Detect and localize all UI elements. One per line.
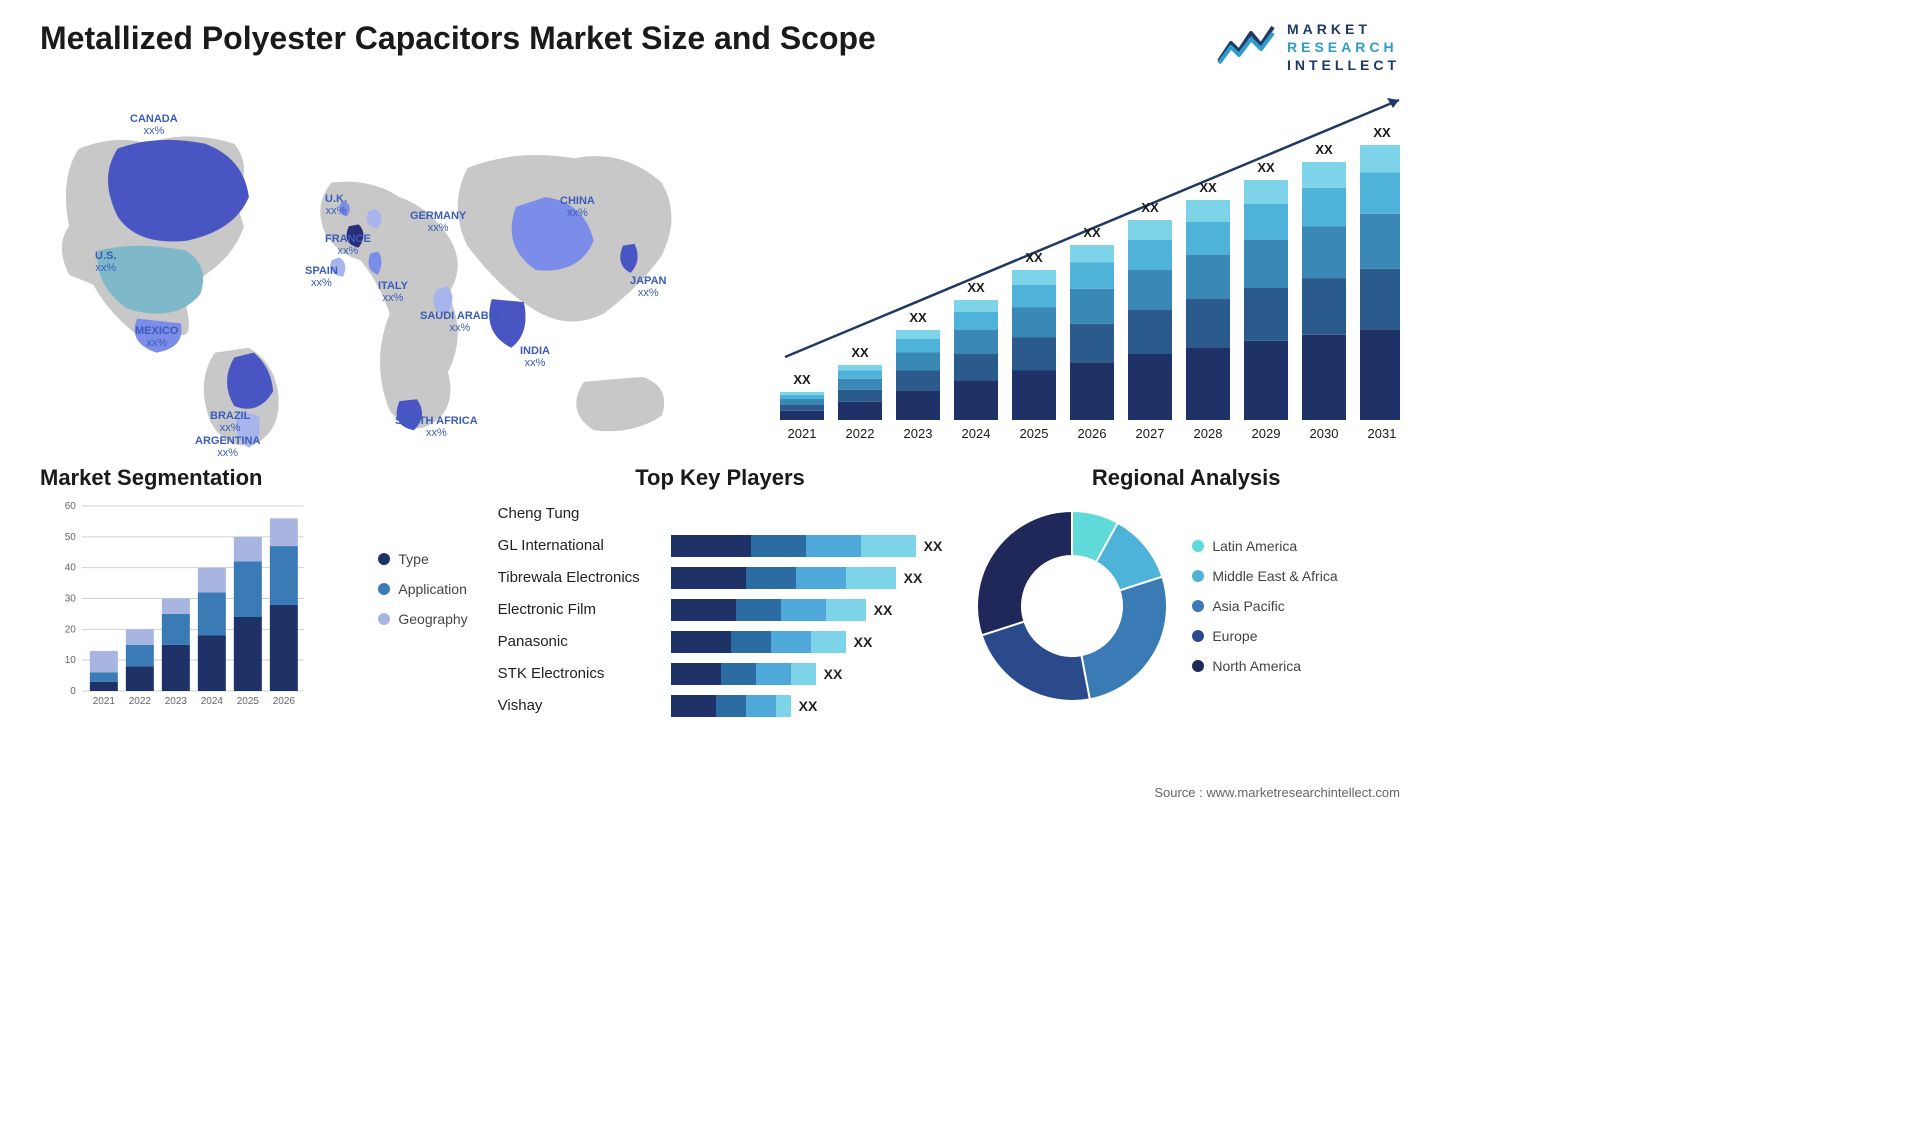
svg-text:2022: 2022 bbox=[129, 696, 152, 707]
svg-text:2023: 2023 bbox=[165, 696, 188, 707]
logo-text-3: INTELLECT bbox=[1287, 56, 1400, 74]
growth-bar-label-2028: XX bbox=[1199, 180, 1216, 195]
map-label-japan: JAPANxx% bbox=[630, 275, 666, 299]
svg-text:20: 20 bbox=[65, 624, 77, 635]
svg-text:10: 10 bbox=[65, 655, 77, 666]
player-value: XX bbox=[799, 698, 818, 714]
svg-text:2025: 2025 bbox=[237, 696, 260, 707]
growth-year-2023: 2023 bbox=[904, 426, 933, 441]
source-attribution: Source : www.marketresearchintellect.com bbox=[1154, 785, 1400, 800]
player-name: Vishay bbox=[498, 697, 663, 714]
logo-text-1: MARKET bbox=[1287, 20, 1400, 38]
player-name: GL International bbox=[498, 537, 663, 554]
seg-legend-geography: Geography bbox=[378, 611, 467, 627]
player-name: Tibrewala Electronics bbox=[498, 569, 663, 586]
player-value: XX bbox=[904, 570, 923, 586]
player-row-stk-electronics: STK Electronics XX bbox=[498, 661, 943, 687]
segmentation-title: Market Segmentation bbox=[40, 465, 468, 491]
regional-donut-chart bbox=[972, 506, 1172, 706]
growth-year-2021: 2021 bbox=[788, 426, 817, 441]
map-label-argentina: ARGENTINAxx% bbox=[195, 435, 260, 459]
map-label-germany: GERMANYxx% bbox=[410, 210, 466, 234]
player-value: XX bbox=[824, 666, 843, 682]
player-value: XX bbox=[854, 634, 873, 650]
region-legend-north-america: North America bbox=[1192, 658, 1337, 674]
svg-text:2024: 2024 bbox=[201, 696, 224, 707]
region-legend-middle-east-africa: Middle East & Africa bbox=[1192, 568, 1337, 584]
svg-text:50: 50 bbox=[65, 531, 77, 542]
growth-year-2025: 2025 bbox=[1020, 426, 1049, 441]
region-legend-asia-pacific: Asia Pacific bbox=[1192, 598, 1337, 614]
growth-year-2022: 2022 bbox=[846, 426, 875, 441]
growth-year-2026: 2026 bbox=[1078, 426, 1107, 441]
regional-title: Regional Analysis bbox=[972, 465, 1400, 491]
key-players-panel: Top Key Players Cheng Tung GL Internation… bbox=[498, 465, 943, 735]
seg-legend-type: Type bbox=[378, 551, 467, 567]
logo-mark-icon bbox=[1217, 25, 1277, 70]
growth-bar-label-2023: XX bbox=[909, 310, 926, 325]
player-row-vishay: Vishay XX bbox=[498, 693, 943, 719]
player-name: Cheng Tung bbox=[498, 505, 663, 522]
growth-bar-label-2025: XX bbox=[1025, 250, 1042, 265]
svg-text:30: 30 bbox=[65, 593, 77, 604]
region-legend-europe: Europe bbox=[1192, 628, 1337, 644]
svg-text:2026: 2026 bbox=[273, 696, 296, 707]
growth-bar-label-2026: XX bbox=[1083, 225, 1100, 240]
player-name: Electronic Film bbox=[498, 601, 663, 618]
player-name: Panasonic bbox=[498, 633, 663, 650]
logo-text-2: RESEARCH bbox=[1287, 38, 1400, 56]
segmentation-panel: Market Segmentation 0 10 20 30 40 50 60 2021 202… bbox=[40, 465, 468, 735]
player-row-cheng-tung: Cheng Tung bbox=[498, 501, 943, 527]
player-name: STK Electronics bbox=[498, 665, 663, 682]
regional-legend: Latin America Middle East & Africa Asia Pa… bbox=[1192, 538, 1337, 674]
svg-text:40: 40 bbox=[65, 562, 77, 573]
map-label-france: FRANCExx% bbox=[325, 233, 371, 257]
svg-text:0: 0 bbox=[70, 686, 76, 697]
svg-text:60: 60 bbox=[65, 501, 77, 512]
player-value: XX bbox=[874, 602, 893, 618]
map-label-u.s.: U.S.xx% bbox=[95, 250, 116, 274]
player-row-panasonic: Panasonic XX bbox=[498, 629, 943, 655]
map-label-u.k.: U.K.xx% bbox=[325, 193, 347, 217]
player-row-gl-international: GL International XX bbox=[498, 533, 943, 559]
map-label-saudi-arabia: SAUDI ARABIAxx% bbox=[420, 310, 500, 334]
growth-bar-label-2024: XX bbox=[967, 280, 984, 295]
player-value: XX bbox=[924, 538, 943, 554]
map-label-canada: CANADAxx% bbox=[130, 113, 178, 137]
growth-bar-label-2029: XX bbox=[1257, 160, 1274, 175]
map-label-india: INDIAxx% bbox=[520, 345, 550, 369]
growth-year-2029: 2029 bbox=[1252, 426, 1281, 441]
region-legend-latin-america: Latin America bbox=[1192, 538, 1337, 554]
regional-panel: Regional Analysis Latin America Middle Ea… bbox=[972, 465, 1400, 735]
brand-logo: MARKET RESEARCH INTELLECT bbox=[1217, 20, 1400, 75]
page-title: Metallized Polyester Capacitors Market S… bbox=[40, 20, 876, 57]
map-label-mexico: MEXICOxx% bbox=[135, 325, 178, 349]
growth-year-2031: 2031 bbox=[1368, 426, 1397, 441]
world-map: CANADAxx%U.S.xx%MEXICOxx%BRAZILxx%ARGENT… bbox=[40, 85, 720, 455]
growth-year-2027: 2027 bbox=[1136, 426, 1165, 441]
growth-bar-label-2021: XX bbox=[793, 372, 810, 387]
market-growth-chart: XX 2021 XX 2022 XX 2023 XX 2024 XX 2025 XX 2026 XX 20… bbox=[760, 85, 1400, 455]
map-label-china: CHINAxx% bbox=[560, 195, 595, 219]
growth-year-2024: 2024 bbox=[962, 426, 991, 441]
map-label-brazil: BRAZILxx% bbox=[210, 410, 250, 434]
svg-text:2021: 2021 bbox=[93, 696, 116, 707]
growth-year-2028: 2028 bbox=[1194, 426, 1223, 441]
map-label-south-africa: SOUTH AFRICAxx% bbox=[395, 415, 478, 439]
growth-bar-label-2031: XX bbox=[1373, 125, 1390, 140]
growth-bar-label-2022: XX bbox=[851, 345, 868, 360]
seg-legend-application: Application bbox=[378, 581, 467, 597]
growth-year-2030: 2030 bbox=[1310, 426, 1339, 441]
player-row-tibrewala-electronics: Tibrewala Electronics XX bbox=[498, 565, 943, 591]
segmentation-legend: Type Application Geography bbox=[378, 551, 467, 627]
player-row-electronic-film: Electronic Film XX bbox=[498, 597, 943, 623]
growth-bar-label-2027: XX bbox=[1141, 200, 1158, 215]
growth-bar-label-2030: XX bbox=[1315, 142, 1332, 157]
key-players-title: Top Key Players bbox=[498, 465, 943, 491]
map-label-spain: SPAINxx% bbox=[305, 265, 338, 289]
map-label-italy: ITALYxx% bbox=[378, 280, 408, 304]
